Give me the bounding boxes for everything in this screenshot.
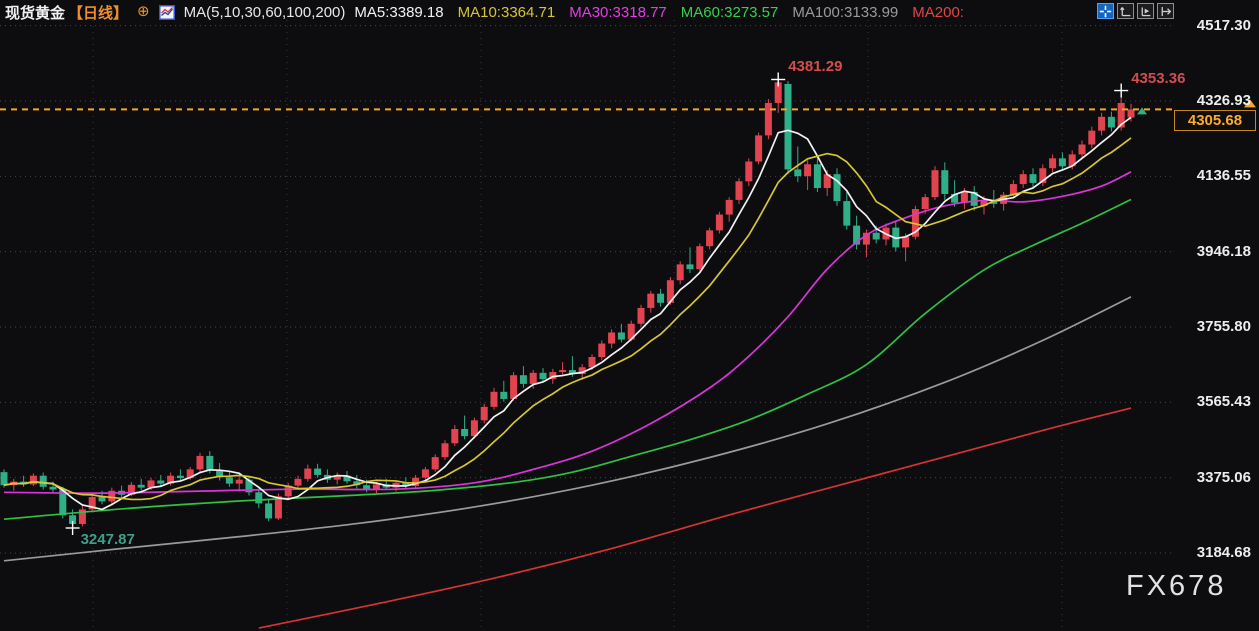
- left-scale-icon[interactable]: [1117, 3, 1134, 19]
- chart-toolbar: [1097, 3, 1174, 19]
- ma-group-label: MA(5,10,30,60,100,200): [183, 3, 346, 21]
- y-axis[interactable]: 4517.30 4326.93 4136.55 3946.18 3755.80 3565.…: [1178, 0, 1253, 631]
- y-axis-tick: 4326.93: [1196, 92, 1251, 109]
- y-axis-tick: 3755.80: [1196, 318, 1251, 335]
- y-axis-tick: 3565.43: [1196, 393, 1251, 411]
- fx678-watermark: FX678: [1126, 570, 1227, 602]
- ma-legend: MA5:3389.18 MA10:3364.71 MA30:3318.77 MA60:…: [354, 4, 964, 21]
- timeframe-label: 【日线】: [68, 4, 129, 22]
- current-price-tag: 4305.68: [1174, 110, 1256, 131]
- peak-price-label: 4381.29: [788, 58, 843, 76]
- recent-high-price-label: 4353.36: [1131, 69, 1186, 87]
- ma-legend-item: MA10:3364.71: [457, 3, 556, 21]
- ma-legend-item: MA60:3273.57: [680, 3, 779, 21]
- y-axis-tick: 3946.18: [1196, 242, 1251, 260]
- symbol-title: 现货黄金: [5, 4, 66, 22]
- ma-legend-item: MA30:3318.77: [569, 3, 667, 21]
- ma-legend-item: MA100:3133.99: [792, 3, 899, 21]
- low-price-label: 3247.87: [80, 530, 135, 548]
- jump-latest-icon[interactable]: [1157, 3, 1174, 19]
- ma-legend-item: MA5:3389.18: [354, 3, 444, 21]
- y-axis-tick: 4136.55: [1196, 167, 1251, 185]
- chart-type-icon[interactable]: [158, 4, 175, 20]
- chart-header: 现货黄金 【日线】 ⊕ MA(5,10,30,60,100,200) MA5:3…: [5, 3, 964, 22]
- y-axis-tick: 4517.30: [1196, 16, 1251, 34]
- y-axis-tick: 3375.06: [1196, 468, 1251, 486]
- ma-legend-item: MA200:: [912, 3, 964, 21]
- add-indicator-icon[interactable]: ⊕: [137, 3, 150, 20]
- crosshair-move-icon[interactable]: [1097, 3, 1114, 19]
- y-axis-tick: 3184.68: [1196, 543, 1251, 561]
- auto-scroll-icon[interactable]: [1137, 3, 1154, 19]
